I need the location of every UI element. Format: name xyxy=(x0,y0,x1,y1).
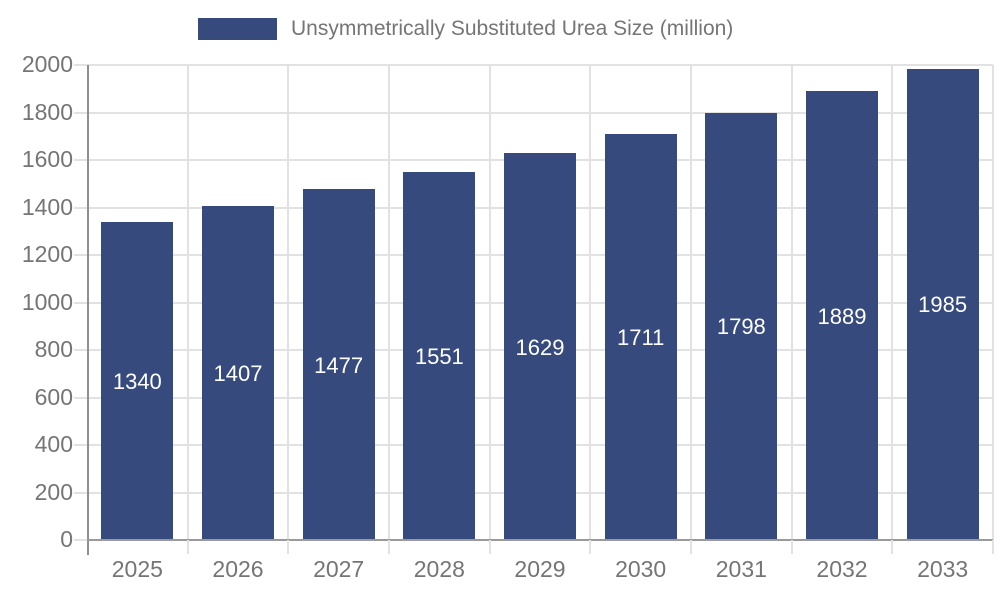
bar-value-label: 1889 xyxy=(817,303,867,329)
bar-value-label: 1477 xyxy=(314,352,364,378)
y-axis-tick-label: 800 xyxy=(34,336,73,362)
v-gridline xyxy=(488,65,491,540)
y-axis-tick xyxy=(74,396,87,399)
h-gridline xyxy=(87,111,993,114)
x-axis-tick xyxy=(690,540,692,554)
y-axis-tick xyxy=(74,539,87,541)
x-axis-tick-label: 2027 xyxy=(313,556,365,582)
x-axis-tick xyxy=(488,540,491,554)
y-axis-tick xyxy=(74,111,87,114)
bar-2033: 1985 xyxy=(906,68,979,540)
x-axis-tick xyxy=(992,540,994,554)
x-axis-tick-label: 2026 xyxy=(212,556,264,582)
bar-2025: 1340 xyxy=(101,221,174,540)
y-axis-tick xyxy=(74,491,87,494)
bar-value-label: 1551 xyxy=(414,343,464,369)
x-axis-tick xyxy=(186,540,189,554)
v-gridline xyxy=(287,65,290,540)
y-axis-tick-label: 200 xyxy=(34,478,73,505)
legend-swatch-icon xyxy=(198,18,277,40)
v-gridline xyxy=(388,65,390,540)
y-axis-tick-label: 2000 xyxy=(21,51,73,77)
x-axis-line xyxy=(87,539,993,541)
y-axis-tick-label: 1400 xyxy=(21,193,73,220)
v-gridline xyxy=(992,65,994,540)
v-gridline xyxy=(186,65,189,540)
x-axis-tick xyxy=(891,540,894,554)
y-axis-line xyxy=(87,65,89,555)
y-axis-tick xyxy=(74,444,87,446)
bar-value-label: 1985 xyxy=(918,292,968,318)
x-axis-tick-label: 2030 xyxy=(615,556,667,582)
legend-item[interactable]: Unsymmetrically Substituted Urea Size (m… xyxy=(198,17,733,41)
y-axis-tick-label: 1600 xyxy=(21,146,73,172)
bar-value-label: 1629 xyxy=(515,334,565,360)
bar-value-label: 1711 xyxy=(617,324,665,350)
bar-2028: 1551 xyxy=(403,171,476,540)
y-axis-tick-label: 400 xyxy=(34,431,73,457)
y-axis-tick xyxy=(74,206,87,209)
h-gridline xyxy=(87,64,993,66)
y-axis-tick-label: 1000 xyxy=(21,288,73,315)
v-gridline xyxy=(891,65,894,540)
y-axis-tick xyxy=(74,159,87,161)
x-axis-tick xyxy=(287,540,290,554)
v-gridline xyxy=(790,65,793,540)
y-axis-tick-label: 0 xyxy=(60,526,73,552)
x-axis-tick xyxy=(388,540,390,554)
bar-value-label: 1340 xyxy=(112,368,162,394)
x-axis-tick-label: 2032 xyxy=(816,556,868,582)
legend-label: Unsymmetrically Substituted Urea Size (m… xyxy=(291,17,734,40)
x-axis-tick xyxy=(790,540,793,554)
x-axis-tick-label: 2031 xyxy=(715,556,767,582)
x-axis-tick-label: 2028 xyxy=(413,556,465,582)
x-axis-tick xyxy=(589,540,592,554)
bar-2030: 1711 xyxy=(604,133,677,540)
y-axis-tick xyxy=(74,254,87,256)
v-gridline xyxy=(589,65,592,540)
y-axis-tick xyxy=(74,301,87,304)
bar-value-label: 1798 xyxy=(716,314,766,340)
y-axis-tick-label: 600 xyxy=(34,383,73,410)
x-axis-tick-label: 2033 xyxy=(917,556,969,582)
y-axis-tick xyxy=(74,349,87,351)
bar-value-label: 1407 xyxy=(213,360,263,386)
bar-2026: 1407 xyxy=(202,205,274,540)
bar-2031: 1798 xyxy=(705,112,778,540)
bar-2029: 1629 xyxy=(504,153,576,540)
v-gridline xyxy=(690,65,692,540)
y-axis-tick xyxy=(74,64,87,66)
x-axis-tick-label: 2029 xyxy=(514,556,566,582)
y-axis-tick-label: 1800 xyxy=(21,98,73,125)
bar-2027: 1477 xyxy=(302,189,375,540)
bar-2032: 1889 xyxy=(806,91,878,540)
x-axis-tick-label: 2025 xyxy=(111,556,163,582)
plot-area: 1340 1407 1477 1551 1629 1711 1798 1889 1985 xyxy=(87,64,994,540)
y-axis-tick-label: 1200 xyxy=(21,241,73,267)
